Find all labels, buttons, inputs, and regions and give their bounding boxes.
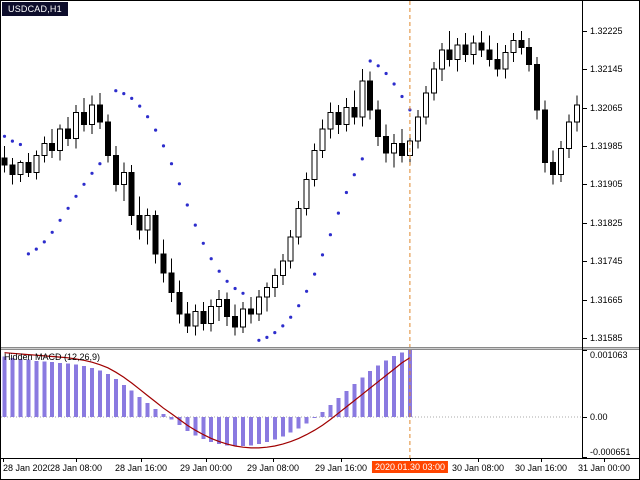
symbol-label: USDCAD,H1 (2, 2, 68, 16)
macd-signal-line (4, 352, 411, 449)
time-axis-tick (604, 459, 605, 462)
macd-axis[interactable]: 0.001063 0.00 -0.000651 (583, 350, 639, 458)
price-axis-tick (583, 184, 587, 186)
price-axis-label: 1.31585 (590, 333, 623, 343)
time-axis-tick (206, 459, 207, 462)
time-axis-label: 29 Jan 16:00 (314, 463, 368, 473)
macd-axis-label: -0.000651 (590, 447, 631, 457)
macd-axis-label: 0.00 (590, 412, 608, 422)
time-axis-tick (141, 459, 142, 462)
time-axis[interactable]: 28 Jan 2020 28 Jan 08:00 28 Jan 16:00 29 Ja… (1, 459, 639, 479)
macd-chart[interactable] (1, 350, 582, 458)
candles (1, 30, 580, 336)
time-axis-tick (3, 459, 4, 462)
price-axis-tick (583, 222, 587, 224)
macd-axis-label: 0.001063 (590, 350, 628, 360)
time-axis-label: 29 Jan 08:00 (246, 463, 300, 473)
time-axis-label: 28 Jan 16:00 (114, 463, 168, 473)
price-axis-label: 1.32065 (590, 103, 623, 113)
price-axis-label: 1.31905 (590, 179, 623, 189)
time-axis-separator (1, 458, 639, 459)
price-axis-tick (583, 30, 587, 32)
time-axis-tick (273, 459, 274, 462)
price-axis-label: 1.31825 (590, 218, 623, 228)
price-axis-label: 1.31665 (590, 295, 623, 305)
time-axis-tick (478, 459, 479, 462)
parabolic-sar-dots (2, 59, 412, 342)
price-axis-label: 1.31985 (590, 141, 623, 151)
time-axis-tick (76, 459, 77, 462)
time-axis-label: 30 Jan 08:00 (451, 463, 505, 473)
price-axis-separator (582, 1, 583, 458)
price-axis-tick (583, 69, 587, 71)
time-axis-label: 28 Jan 08:00 (49, 463, 103, 473)
price-axis-label: 1.32225 (590, 26, 623, 36)
macd-histogram (2, 350, 412, 446)
time-axis-label: 28 Jan 2020 (3, 463, 53, 473)
price-axis-label: 1.31745 (590, 256, 623, 266)
price-axis-tick (583, 145, 587, 147)
macd-axis-tick (583, 350, 587, 351)
candlestick-chart[interactable] (1, 1, 582, 347)
time-axis-label: 31 Jan 00:00 (577, 463, 631, 473)
macd-axis-tick (583, 417, 587, 418)
panel-splitter[interactable] (1, 347, 639, 350)
vline-time-label[interactable]: 2020.01.30 03:00 (371, 461, 449, 473)
price-axis-tick (583, 107, 587, 109)
time-axis-label: 29 Jan 00:00 (179, 463, 233, 473)
time-axis-label: 30 Jan 16:00 (514, 463, 568, 473)
time-axis-tick (541, 459, 542, 462)
time-axis-tick (410, 459, 411, 462)
macd-axis-tick (583, 457, 587, 458)
price-axis-tick (583, 261, 587, 263)
price-axis-tick (583, 337, 587, 339)
price-axis-label: 1.32145 (590, 64, 623, 74)
indicator-label: Hidden MACD (12,26,9) (4, 352, 101, 362)
price-axis-tick (583, 299, 587, 301)
time-axis-tick (341, 459, 342, 462)
